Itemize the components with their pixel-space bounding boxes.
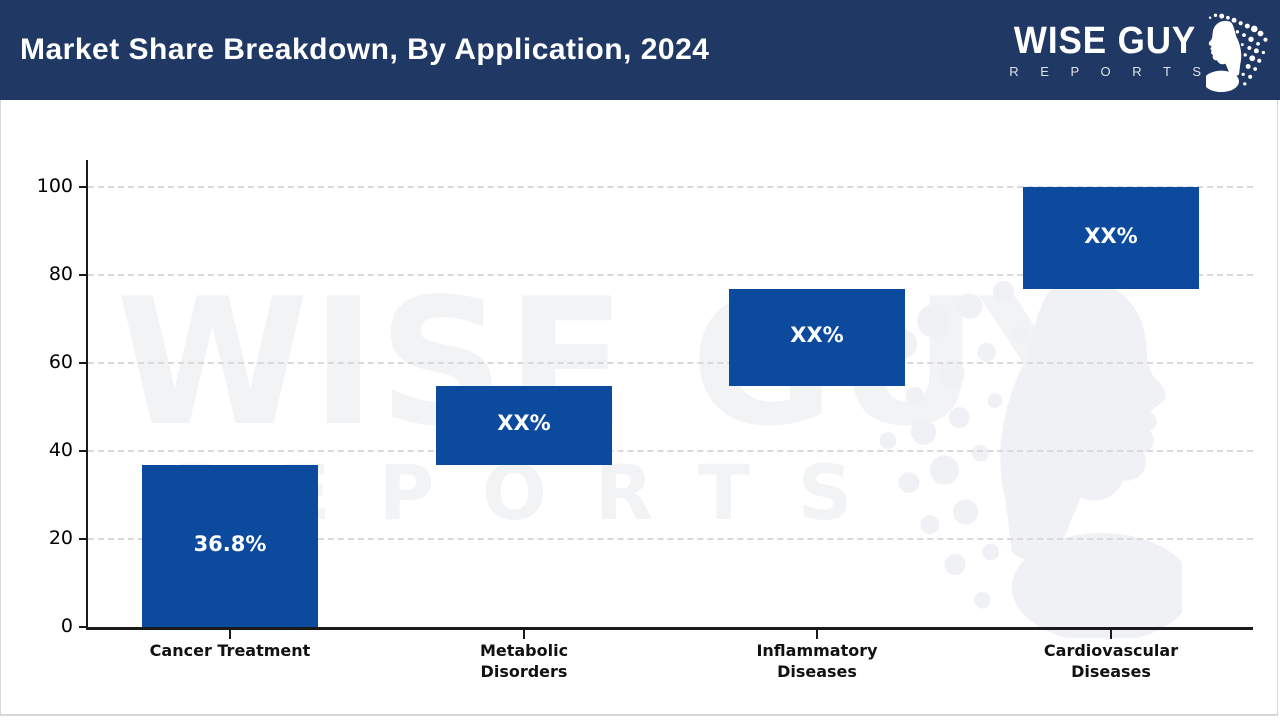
gridline-100: [88, 186, 1253, 188]
bar-label-cancer-treatment: 36.8%: [193, 532, 267, 557]
y-axis: [86, 160, 88, 627]
logo-text: WISE GUY R E P O R T S: [1000, 22, 1210, 79]
category-label-line: Cancer Treatment: [149, 641, 311, 660]
x-axis: [86, 627, 1253, 630]
x-tick-metabolic-disorders: [523, 630, 525, 639]
y-tick-label-80: 80: [48, 263, 73, 285]
logo-name: WISE GUY: [1013, 19, 1197, 62]
category-label-line: Diseases: [1071, 662, 1151, 681]
x-tick-cancer-treatment: [229, 630, 231, 639]
y-tick-label-100: 100: [36, 175, 73, 197]
y-tick-40: [79, 450, 88, 452]
category-label-line: Metabolic: [479, 641, 569, 660]
category-label-line: Cardiovascular: [1043, 641, 1179, 660]
bar-label-cardiovascular-diseases: XX%: [1084, 224, 1138, 249]
x-tick-inflammatory-diseases: [816, 630, 818, 639]
category-label-cardiovascular-diseases: Cardiovascular Diseases: [981, 640, 1241, 682]
chart-title: Market Share Breakdown, By Application, …: [20, 33, 710, 66]
header-band: Market Share Breakdown, By Application, …: [0, 0, 1280, 100]
gridline-40: [88, 450, 1253, 452]
bar-label-metabolic-disorders: XX%: [497, 411, 551, 436]
bar-cancer-treatment: [142, 465, 318, 627]
y-tick-0: [79, 626, 88, 628]
gridline-80: [88, 274, 1253, 276]
y-tick-label-0: 0: [60, 615, 73, 637]
x-tick-cardiovascular-diseases: [1110, 630, 1112, 639]
bar-cardiovascular-diseases: [1023, 187, 1199, 290]
bar-metabolic-disorders: [436, 385, 612, 466]
wise-guy-logo: WISE GUY R E P O R T S: [1000, 6, 1270, 94]
category-label-metabolic-disorders: Metabolic Disorders: [394, 640, 654, 682]
gridline-20: [88, 538, 1253, 540]
logo-subtitle: R E P O R T S: [1009, 63, 1210, 79]
category-label-line: Diseases: [777, 662, 857, 681]
y-tick-label-20: 20: [48, 527, 73, 549]
bar-label-inflammatory-diseases: XX%: [790, 323, 844, 348]
y-tick-100: [79, 186, 88, 188]
category-label-line: Disorders: [480, 662, 568, 681]
y-tick-label-40: 40: [48, 439, 73, 461]
logo-head-icon: [1206, 13, 1268, 92]
gridline-60: [88, 362, 1253, 364]
y-tick-label-60: 60: [48, 351, 73, 373]
y-tick-20: [79, 538, 88, 540]
y-tick-60: [79, 362, 88, 364]
category-label-inflammatory-diseases: Inflammatory Diseases: [687, 640, 947, 682]
category-label-cancer-treatment: Cancer Treatment: [100, 640, 360, 661]
y-tick-80: [79, 274, 88, 276]
category-label-line: Inflammatory: [756, 641, 878, 660]
